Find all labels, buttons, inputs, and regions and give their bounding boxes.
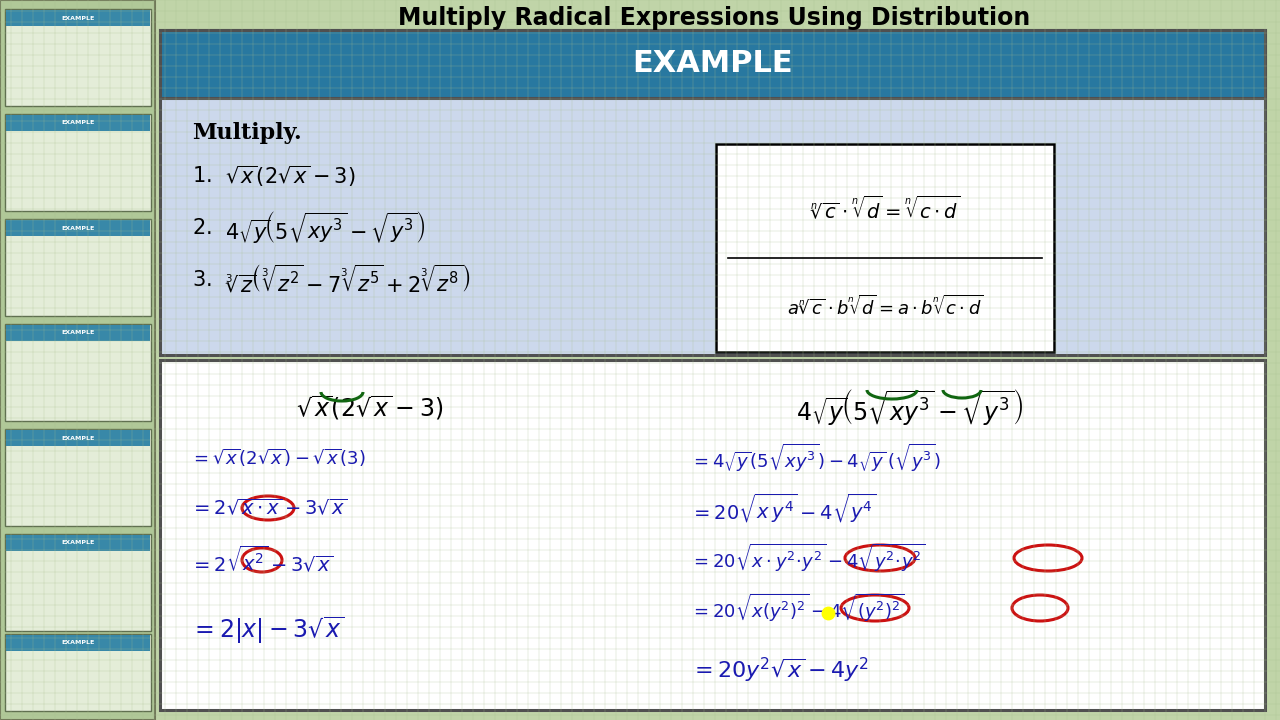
Text: $\sqrt[n]{c}\cdot\sqrt[n]{d}=\sqrt[n]{c\cdot d}$: $\sqrt[n]{c}\cdot\sqrt[n]{d}=\sqrt[n]{c\…: [810, 194, 960, 222]
FancyBboxPatch shape: [0, 0, 155, 720]
FancyBboxPatch shape: [5, 634, 151, 711]
FancyBboxPatch shape: [5, 324, 151, 421]
Text: $\mathit{1.}$: $\mathit{1.}$: [192, 166, 211, 186]
Text: EXAMPLE: EXAMPLE: [61, 120, 95, 125]
FancyBboxPatch shape: [6, 635, 150, 651]
Text: $=\sqrt{x}(2\sqrt{x})-\sqrt{x}(3)$: $=\sqrt{x}(2\sqrt{x})-\sqrt{x}(3)$: [189, 447, 366, 469]
Text: $=4\sqrt{y}(5\sqrt{xy^3})-4\sqrt{y}\,(\sqrt{y^3})$: $=4\sqrt{y}(5\sqrt{xy^3})-4\sqrt{y}\,(\s…: [690, 442, 941, 474]
FancyBboxPatch shape: [5, 534, 151, 631]
Text: $\sqrt{x}(2\sqrt{x}-3)$: $\sqrt{x}(2\sqrt{x}-3)$: [297, 394, 444, 422]
FancyBboxPatch shape: [6, 115, 150, 131]
Text: $=20y^2\sqrt{x}-4y^2$: $=20y^2\sqrt{x}-4y^2$: [690, 655, 869, 685]
Text: $=20\sqrt{x\cdot y^2\!\cdot\!y^2}-4\sqrt{y^2\!\cdot\!y^2}$: $=20\sqrt{x\cdot y^2\!\cdot\!y^2}-4\sqrt…: [690, 542, 925, 574]
FancyBboxPatch shape: [6, 220, 150, 236]
Text: EXAMPLE: EXAMPLE: [61, 541, 95, 546]
Text: EXAMPLE: EXAMPLE: [61, 641, 95, 646]
FancyBboxPatch shape: [5, 9, 151, 106]
FancyBboxPatch shape: [160, 360, 1265, 710]
FancyBboxPatch shape: [160, 30, 1265, 355]
Text: $a\sqrt[n]{c}\cdot b\sqrt[n]{d}=a\cdot b\sqrt[n]{c\cdot d}$: $a\sqrt[n]{c}\cdot b\sqrt[n]{d}=a\cdot b…: [787, 294, 983, 318]
Text: EXAMPLE: EXAMPLE: [61, 225, 95, 230]
Text: EXAMPLE: EXAMPLE: [61, 436, 95, 441]
Text: $=2\sqrt{x\cdot x}-3\sqrt{x}$: $=2\sqrt{x\cdot x}-3\sqrt{x}$: [189, 498, 348, 518]
Text: $\mathit{3.}$: $\mathit{3.}$: [192, 270, 211, 290]
Text: $4\sqrt{y}\!\left(5\sqrt{xy^3}-\sqrt{y^3}\right)$: $4\sqrt{y}\!\left(5\sqrt{xy^3}-\sqrt{y^3…: [796, 387, 1024, 428]
FancyBboxPatch shape: [716, 144, 1053, 352]
Text: $=2\sqrt{x^2}-3\sqrt{x}$: $=2\sqrt{x^2}-3\sqrt{x}$: [189, 544, 334, 575]
FancyBboxPatch shape: [6, 430, 150, 446]
Text: $=20\sqrt{x\,y^4}-4\sqrt{y^4}$: $=20\sqrt{x\,y^4}-4\sqrt{y^4}$: [690, 491, 877, 525]
Text: $\sqrt{x}(2\sqrt{x}-3)$: $\sqrt{x}(2\sqrt{x}-3)$: [225, 163, 356, 189]
FancyBboxPatch shape: [5, 114, 151, 211]
Text: EXAMPLE: EXAMPLE: [61, 330, 95, 336]
Text: $\mathit{2.}$: $\mathit{2.}$: [192, 218, 211, 238]
FancyBboxPatch shape: [6, 535, 150, 551]
Text: $=2|x|-3\sqrt{x}$: $=2|x|-3\sqrt{x}$: [189, 614, 344, 646]
Text: $=20\sqrt{x(y^2)^2}-4\sqrt{(y^2)^2}$: $=20\sqrt{x(y^2)^2}-4\sqrt{(y^2)^2}$: [690, 592, 905, 624]
FancyBboxPatch shape: [160, 30, 1265, 98]
FancyBboxPatch shape: [6, 10, 150, 26]
Text: $\sqrt[3]{z}\!\left(\sqrt[3]{z^2}-7\sqrt[3]{z^5}+2\sqrt[3]{z^8}\right)$: $\sqrt[3]{z}\!\left(\sqrt[3]{z^2}-7\sqrt…: [225, 264, 470, 296]
Text: EXAMPLE: EXAMPLE: [61, 16, 95, 20]
Text: Multiply Radical Expressions Using Distribution: Multiply Radical Expressions Using Distr…: [398, 6, 1030, 30]
Text: EXAMPLE: EXAMPLE: [632, 50, 792, 78]
FancyBboxPatch shape: [5, 219, 151, 316]
FancyBboxPatch shape: [5, 429, 151, 526]
Text: Multiply.: Multiply.: [192, 122, 302, 144]
FancyBboxPatch shape: [6, 325, 150, 341]
Text: $4\sqrt{y}\!\left(5\sqrt{xy^3}-\sqrt{y^3}\right)$: $4\sqrt{y}\!\left(5\sqrt{xy^3}-\sqrt{y^3…: [225, 210, 426, 246]
